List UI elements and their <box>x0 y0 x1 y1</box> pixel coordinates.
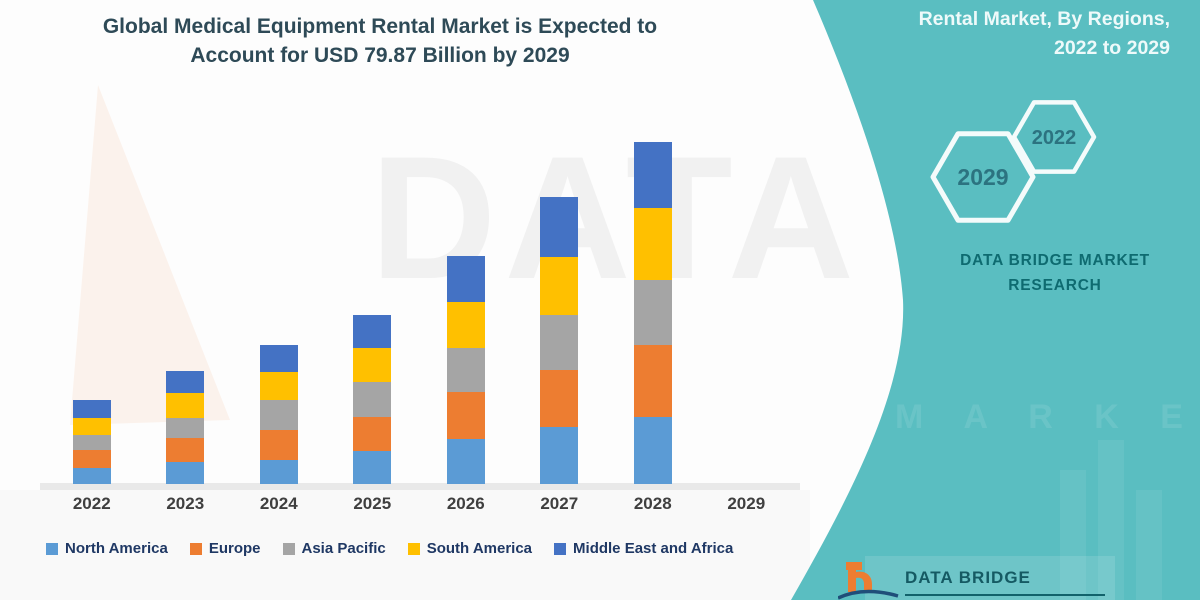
legend-swatch-icon <box>407 542 420 555</box>
segment-asia-pacific-2022 <box>72 435 111 450</box>
segment-north-america-2023 <box>166 462 205 484</box>
stacked-bar-2023 <box>166 371 205 484</box>
legend-label: Asia Pacific <box>301 540 386 557</box>
legend-item-europe: Europe <box>189 540 261 557</box>
segment-europe-2022 <box>72 450 111 468</box>
segment-asia-pacific-2026 <box>446 348 485 392</box>
legend-item-middle-east-and-africa: Middle East and Africa <box>554 540 733 557</box>
stacked-bar-2026 <box>446 256 485 484</box>
stacked-bar-2028 <box>633 142 672 484</box>
legend-swatch-icon <box>46 542 58 555</box>
x-tick-label-2029: 2029 <box>727 494 766 513</box>
bar-column-2023 <box>139 98 233 484</box>
segment-europe-2023 <box>166 438 205 462</box>
segment-europe-2024 <box>259 430 298 460</box>
chart-title: Global Medical Equipment Rental Market i… <box>70 12 690 70</box>
segment-south-america-2023 <box>166 393 205 418</box>
legend-swatch-icon <box>189 542 202 555</box>
segment-asia-pacific-2025 <box>353 382 392 417</box>
x-axis-labels: 2022 2023 2024 2025 2026 2027 2028 2029 <box>45 494 793 514</box>
legend-label: Europe <box>208 540 261 557</box>
x-tick-label-2024: 2024 <box>259 494 298 513</box>
segment-south-america-2028 <box>633 208 672 280</box>
segment-europe-2025 <box>353 417 392 451</box>
segment-north-america-2028 <box>633 417 672 484</box>
bar-column-2024 <box>232 98 326 484</box>
legend-item-north-america: North America <box>46 540 168 557</box>
chart-title-line2: Account for USD 79.87 Billion by 2029 <box>190 44 570 67</box>
bar-column-2022 <box>45 98 139 484</box>
segment-south-america-2025 <box>353 348 392 382</box>
legend-item-south-america: South America <box>407 540 533 557</box>
segment-europe-2026 <box>446 392 485 439</box>
segment-asia-pacific-2024 <box>259 400 298 430</box>
segment-middle-east-and-africa-2028 <box>633 142 672 208</box>
x-tick-label-2022: 2022 <box>72 494 111 513</box>
bar-column-2028 <box>606 98 700 484</box>
bar-column-2026 <box>419 98 513 484</box>
segment-middle-east-and-africa-2024 <box>259 345 298 372</box>
stacked-bar-2025 <box>353 315 392 484</box>
segment-asia-pacific-2023 <box>166 418 205 438</box>
stacked-bar-2027 <box>540 197 579 484</box>
chart-legend: North America Europe Asia Pacific South Ame… <box>46 540 733 557</box>
x-tick-label-2026: 2026 <box>446 494 485 513</box>
segment-middle-east-and-africa-2025 <box>353 315 392 348</box>
segment-middle-east-and-africa-2027 <box>540 197 579 257</box>
segment-south-america-2026 <box>446 302 485 348</box>
segment-europe-2028 <box>633 345 672 417</box>
x-axis-baseline <box>40 483 800 490</box>
x-tick-label-2027: 2027 <box>540 494 579 513</box>
legend-swatch-icon <box>554 542 567 555</box>
legend-swatch-icon <box>282 542 295 555</box>
segment-north-america-2027 <box>540 427 579 484</box>
segment-south-america-2022 <box>72 418 111 435</box>
legend-label: Middle East and Africa <box>573 540 734 557</box>
segment-north-america-2025 <box>353 451 392 484</box>
legend-label: North America <box>65 540 168 557</box>
segment-asia-pacific-2028 <box>633 280 672 345</box>
segment-middle-east-and-africa-2023 <box>166 371 205 393</box>
segment-south-america-2027 <box>540 257 579 315</box>
segment-north-america-2022 <box>72 468 111 484</box>
x-tick-label-2025: 2025 <box>353 494 392 513</box>
legend-item-asia-pacific: Asia Pacific <box>282 540 386 557</box>
bar-column-2027 <box>513 98 607 484</box>
segment-north-america-2024 <box>259 460 298 484</box>
segment-south-america-2024 <box>259 372 298 400</box>
stacked-bar-2024 <box>259 345 298 484</box>
x-tick-label-2023: 2023 <box>166 494 205 513</box>
segment-europe-2027 <box>540 370 579 427</box>
peach-watermark-shape <box>70 85 230 425</box>
segment-north-america-2026 <box>446 439 485 484</box>
floor-shade <box>0 490 810 600</box>
segment-middle-east-and-africa-2026 <box>446 256 485 302</box>
segment-middle-east-and-africa-2022 <box>72 400 111 418</box>
stacked-bar-2022 <box>72 400 111 484</box>
legend-label: South America <box>426 540 533 557</box>
plot-area <box>45 98 793 484</box>
x-tick-label-2028: 2028 <box>633 494 672 513</box>
chart-title-line1: Global Medical Equipment Rental Market i… <box>102 15 658 38</box>
segment-asia-pacific-2027 <box>540 315 579 370</box>
bar-column-2025 <box>326 98 420 484</box>
